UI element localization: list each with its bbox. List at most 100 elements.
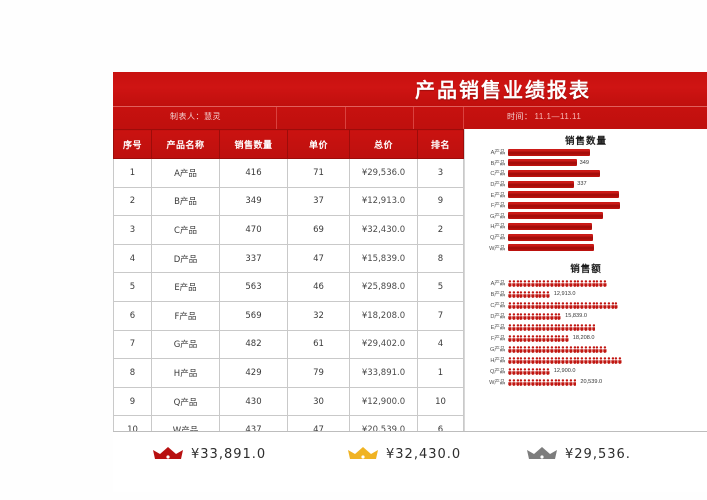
person-icon — [531, 312, 535, 321]
pictograph-category-label: W产品 — [489, 380, 505, 387]
person-icon — [557, 356, 561, 365]
bar-track — [508, 168, 701, 179]
person-icon — [519, 312, 523, 321]
person-icon — [519, 345, 523, 354]
person-icon — [542, 279, 546, 288]
person-icon — [603, 301, 607, 310]
person-icon — [553, 345, 558, 354]
awards-footer: ¥33,891.0 ¥32,430.0 ¥29,536. — [113, 431, 707, 492]
person-icon — [538, 367, 542, 376]
pictograph-track: 18,208.0 — [508, 334, 701, 343]
person-icon — [599, 301, 603, 310]
person-icon — [515, 334, 520, 343]
person-icon — [542, 345, 546, 354]
bar-value-label: 337 — [577, 181, 587, 188]
person-icon — [515, 312, 520, 321]
person-icon — [519, 356, 523, 365]
meta-divider — [413, 107, 414, 129]
person-icon — [603, 345, 607, 354]
person-icon — [580, 323, 584, 332]
person-icon — [557, 334, 561, 343]
person-icon — [607, 356, 611, 365]
amount-chart-rows: A产品 B产品 12,913.0 C产品 D产品 15,839.0 E产品 F产品 18,208… — [471, 278, 701, 388]
person-icon — [534, 345, 539, 354]
person-icon — [534, 356, 539, 365]
person-icon — [569, 356, 573, 365]
person-icon — [569, 301, 573, 310]
bar-category-label: W产品 — [489, 245, 505, 252]
cell-idx: 7 — [113, 329, 152, 360]
pictograph-category-label: B产品 — [490, 292, 506, 299]
person-icon — [557, 312, 561, 321]
person-icon — [523, 334, 527, 343]
page-title: 产品销售业绩报表 — [415, 78, 591, 102]
cell-price: 79 — [287, 358, 350, 388]
cell-name: A产品 — [151, 158, 220, 188]
table-row: 9 Q产品 430 30 ¥12,900.0 10 — [113, 386, 464, 417]
pictograph-track — [508, 301, 701, 310]
pictograph-track: 12,913.0 — [508, 290, 701, 299]
person-icon — [569, 345, 573, 354]
cell-idx: 3 — [113, 215, 152, 245]
person-icon — [531, 334, 535, 343]
person-icon — [508, 367, 512, 376]
cell-price: 71 — [287, 158, 350, 188]
person-icon — [512, 356, 516, 365]
person-icon — [542, 356, 546, 365]
cell-qty: 430 — [219, 386, 288, 417]
cell-qty: 429 — [219, 358, 288, 388]
person-icon — [546, 290, 550, 299]
cell-rank: 4 — [417, 329, 464, 360]
pictograph-category-label: A产品 — [490, 281, 506, 288]
person-icon — [512, 378, 516, 387]
cell-name: Q产品 — [151, 386, 220, 417]
bar-row: Q产品 — [471, 232, 701, 243]
person-icon — [534, 279, 539, 288]
person-icon — [546, 345, 550, 354]
bar-track: 349 — [508, 158, 701, 169]
person-icon — [565, 378, 569, 387]
pictograph-value-label: 15,839.0 — [565, 313, 587, 320]
cell-total: ¥12,900.0 — [349, 386, 418, 417]
bar-track — [508, 147, 701, 158]
bar — [508, 201, 620, 209]
person-icon — [538, 356, 542, 365]
person-icon — [572, 279, 577, 288]
amount-chart: 销售额 A产品 B产品 12,913.0 C产品 D产品 15,839.0 E产品 F产品 18… — [467, 253, 707, 388]
cell-rank: 10 — [417, 386, 464, 417]
report-sheet: 产品销售业绩报表 制表人：慧灵 时间： 11.1—11.11 序号 产品名称 销售数量… — [113, 72, 707, 492]
bar-track — [508, 211, 701, 222]
time-field: 时间： 11.1—11.11 — [507, 111, 581, 122]
cell-idx: 1 — [113, 158, 152, 188]
person-icon — [561, 356, 565, 365]
person-icon — [550, 378, 554, 387]
bar-row: B产品 349 — [471, 158, 701, 169]
table-column-header: 排名 — [417, 129, 464, 159]
person-icon — [538, 290, 542, 299]
cell-rank: 9 — [417, 186, 464, 217]
person-icon — [531, 279, 535, 288]
person-icon — [580, 356, 584, 365]
person-icon — [588, 279, 592, 288]
person-icon — [515, 345, 520, 354]
person-icon — [546, 356, 550, 365]
person-icon — [527, 312, 531, 321]
person-icon — [512, 312, 516, 321]
person-icon — [527, 290, 531, 299]
pictograph-row: G产品 — [471, 344, 701, 355]
bar-track — [508, 232, 701, 243]
person-icon — [546, 334, 550, 343]
pictograph-icons — [508, 290, 550, 299]
person-icon — [527, 356, 531, 365]
bar-row: C产品 — [471, 168, 701, 179]
person-icon — [588, 345, 592, 354]
person-icon — [534, 312, 539, 321]
maker-field: 制表人：慧灵 — [170, 111, 221, 122]
person-icon — [515, 290, 520, 299]
bar-row: E产品 — [471, 189, 701, 200]
bar — [508, 148, 590, 156]
cell-rank: 7 — [417, 300, 464, 331]
person-icon — [515, 378, 520, 387]
cell-name: H产品 — [151, 358, 220, 388]
person-icon — [531, 378, 535, 387]
